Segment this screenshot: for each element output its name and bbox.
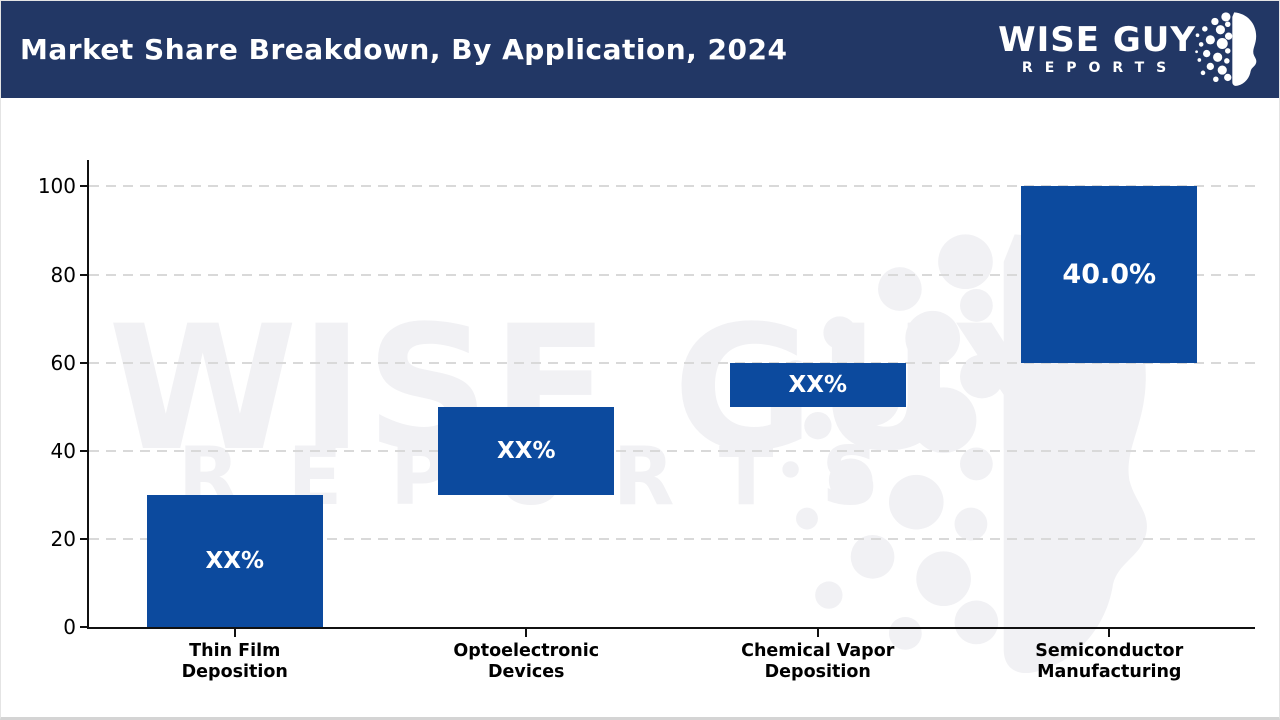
- y-tick-label-60: 60: [50, 350, 76, 375]
- x-tick-thin-film-deposition: [233, 629, 236, 637]
- x-axis-line: [87, 627, 1255, 629]
- gridline-100: [89, 185, 1255, 188]
- gridline-40: [89, 449, 1255, 452]
- x-tick-label-semiconductor-manufacturing: Semiconductor Manufacturing: [1035, 641, 1184, 682]
- gridline-60: [89, 361, 1255, 364]
- x-tick-chemical-vapor-deposition: [816, 629, 819, 637]
- bar-thin-film-deposition: XX%: [146, 494, 323, 627]
- page-title: Market Share Breakdown, By Application, …: [20, 32, 788, 66]
- gridline-20: [89, 537, 1255, 540]
- brand-logo-text: WISE GUY REPORTS: [998, 22, 1196, 76]
- bar-value-label-semiconductor-manufacturing: 40.0%: [1062, 259, 1157, 291]
- y-tick-label-20: 20: [50, 526, 76, 551]
- x-tick-label-chemical-vapor-deposition: Chemical Vapor Deposition: [741, 641, 895, 682]
- y-tick-label-80: 80: [50, 262, 76, 287]
- y-tick-label-40: 40: [50, 438, 76, 463]
- y-axis-line: [87, 160, 89, 629]
- brand-logo-subtitle: REPORTS: [1021, 60, 1179, 76]
- x-tick-label-optoelectronic-devices: Optoelectronic Devices: [453, 641, 600, 682]
- bar-optoelectronic-devices: XX%: [438, 406, 615, 495]
- bar-value-label-thin-film-deposition: XX%: [205, 547, 264, 574]
- y-tick-0: [80, 626, 89, 628]
- bar-value-label-optoelectronic-devices: XX%: [496, 437, 556, 464]
- gridline-80: [89, 273, 1255, 276]
- bar-value-label-chemical-vapor-deposition: XX%: [788, 371, 847, 398]
- brand-logo-name: WISE GUY: [998, 20, 1196, 60]
- x-tick-optoelectronic-devices: [525, 629, 528, 637]
- y-tick-20: [80, 537, 89, 540]
- brand-logo: WISE GUY REPORTS: [998, 8, 1258, 90]
- y-tick-100: [80, 185, 89, 188]
- header-bar: Market Share Breakdown, By Application, …: [0, 0, 1280, 98]
- bar-semiconductor-manufacturing: 40.0%: [1021, 186, 1198, 363]
- y-tick-label-100: 100: [37, 174, 76, 199]
- y-tick-40: [80, 449, 89, 452]
- bar-chemical-vapor-deposition: XX%: [729, 362, 906, 407]
- y-tick-60: [80, 361, 89, 364]
- x-tick-label-thin-film-deposition: Thin Film Deposition: [181, 641, 288, 682]
- x-tick-semiconductor-manufacturing: [1108, 629, 1111, 637]
- dotted-face-icon: [1195, 12, 1257, 86]
- y-tick-80: [80, 273, 89, 276]
- y-tick-label-0: 0: [63, 615, 76, 639]
